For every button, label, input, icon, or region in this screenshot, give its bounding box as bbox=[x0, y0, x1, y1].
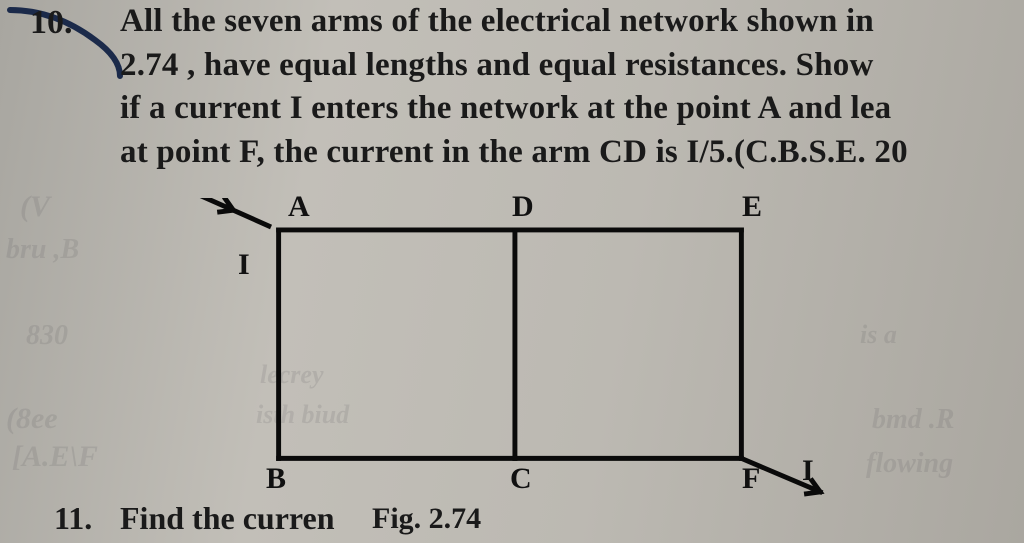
current-out-label: I bbox=[802, 454, 814, 488]
next-question-fragment: Find the curren bbox=[120, 500, 335, 537]
ghost-text: (8ee bbox=[6, 402, 58, 436]
question-number: 10. bbox=[30, 4, 73, 42]
ghost-text: (V bbox=[20, 190, 50, 224]
problem-line-3: if a current I enters the network at the… bbox=[120, 90, 891, 126]
textbook-page: 10. All the seven arms of the electrical… bbox=[0, 0, 1024, 543]
problem-text: All the seven arms of the electrical net… bbox=[120, 0, 1018, 174]
node-label-A: A bbox=[288, 190, 310, 224]
problem-line-2: 2.74 , have equal lengths and equal resi… bbox=[120, 47, 874, 83]
ghost-text: bmd .R bbox=[872, 404, 954, 436]
problem-line-4: at point F, the current in the arm CD is… bbox=[120, 134, 908, 170]
node-label-E: E bbox=[742, 190, 762, 224]
node-label-F: F bbox=[742, 462, 760, 496]
node-label-C: C bbox=[510, 462, 532, 496]
problem-line-1: All the seven arms of the electrical net… bbox=[120, 3, 874, 39]
ghost-text: bru ,B bbox=[6, 234, 79, 266]
next-question-number: 11. bbox=[54, 500, 92, 537]
current-in-label: I bbox=[238, 248, 250, 282]
node-label-D: D bbox=[512, 190, 534, 224]
ghost-text: [A.E\F bbox=[12, 440, 98, 474]
ghost-text: flowing bbox=[866, 448, 953, 480]
ghost-text: is a bbox=[860, 320, 897, 350]
node-label-B: B bbox=[266, 462, 286, 496]
ghost-text: 830 bbox=[26, 320, 68, 352]
circuit-diagram: A D E B C F I I bbox=[190, 198, 830, 508]
figure-caption: Fig. 2.74 bbox=[372, 502, 481, 536]
